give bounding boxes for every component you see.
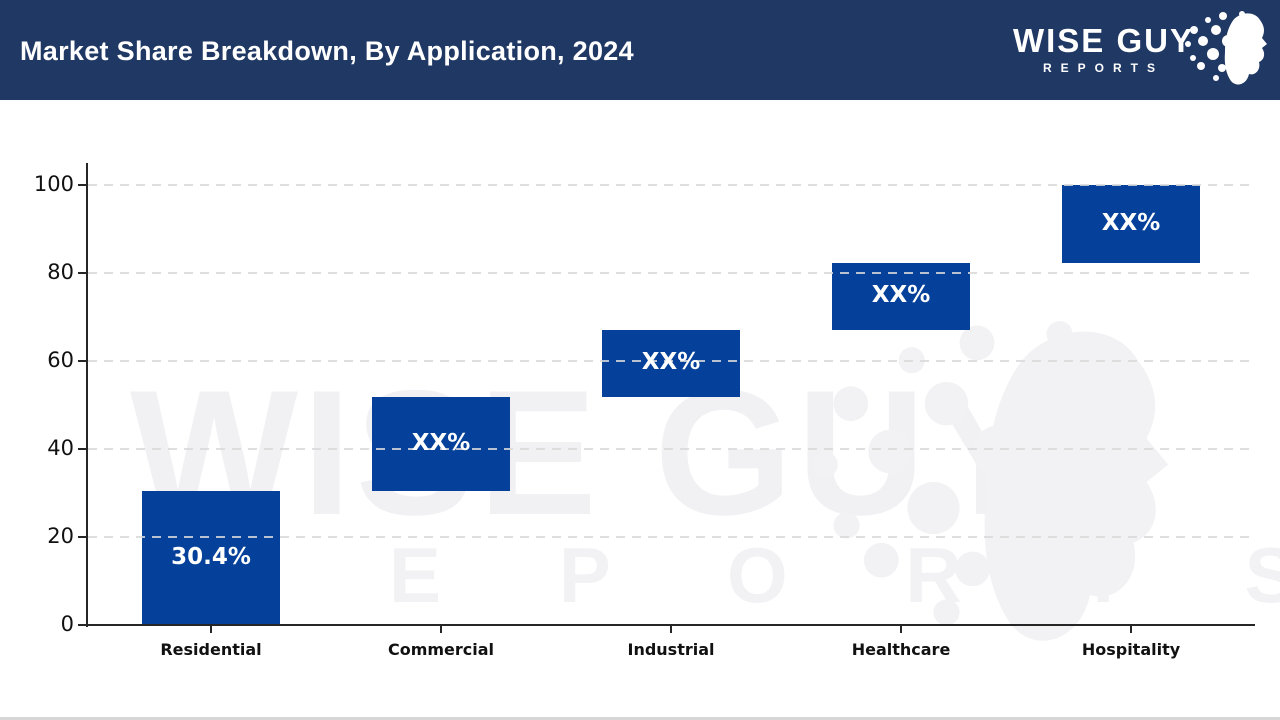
x-category-label: Industrial [627,640,715,659]
x-tick-mark [670,626,672,633]
gridline [88,536,1254,538]
watermark-face-icon [811,321,1169,641]
gridline [88,448,1254,450]
bar-value-label: 30.4% [171,544,251,571]
x-category-label: Healthcare [851,640,951,659]
logo-subtitle: REPORTS [1042,61,1164,75]
y-tick-label: 20 [47,524,74,548]
logo-text: WISE GUY REPORTS [1013,24,1194,76]
y-tick-label: 60 [47,348,74,372]
x-category-label: Hospitality [1081,640,1181,659]
y-tick-mark [78,360,86,362]
y-tick-mark [78,272,86,274]
waterfall-bar-healthcare [832,262,970,330]
y-tick-mark [78,184,86,186]
x-tick-mark [440,626,442,633]
waterfall-bar-residential [142,491,280,625]
y-axis-line [86,163,88,627]
y-tick-label: 0 [60,612,74,636]
gridline [88,184,1254,186]
chart-title: Market Share Breakdown, By Application, … [20,36,634,66]
bar-value-label: XX% [411,430,471,457]
x-tick-mark [210,626,212,633]
logo-wordmark: WISE GUY [1012,22,1194,59]
y-tick-label: 80 [47,260,74,284]
y-tick-mark [78,448,86,450]
x-category-label: Residential [160,640,262,659]
y-tick-mark [78,536,86,538]
y-tick-label: 40 [47,436,74,460]
logo-face-icon [1185,11,1267,85]
x-tick-mark [900,626,902,633]
x-category-label: Commercial [387,640,495,659]
waterfall-bar-commercial [372,397,510,492]
y-tick-label: 100 [33,172,74,196]
x-tick-mark [1130,626,1132,633]
waterfall-bar-hospitality [1062,185,1200,263]
y-tick-mark [78,624,86,626]
gridline [88,360,1254,362]
bottom-border [0,717,1280,720]
header-banner: Market Share Breakdown, By Application, … [0,0,1280,100]
x-axis-line [86,624,1255,626]
bar-value-label: XX% [1101,209,1161,236]
bar-value-label: XX% [871,282,931,309]
waterfall-bar-industrial [602,329,740,398]
bar-value-label: XX% [641,349,701,376]
gridline [88,272,1254,274]
wise-guy-reports-logo: WISE GUY REPORTS [1012,6,1272,94]
